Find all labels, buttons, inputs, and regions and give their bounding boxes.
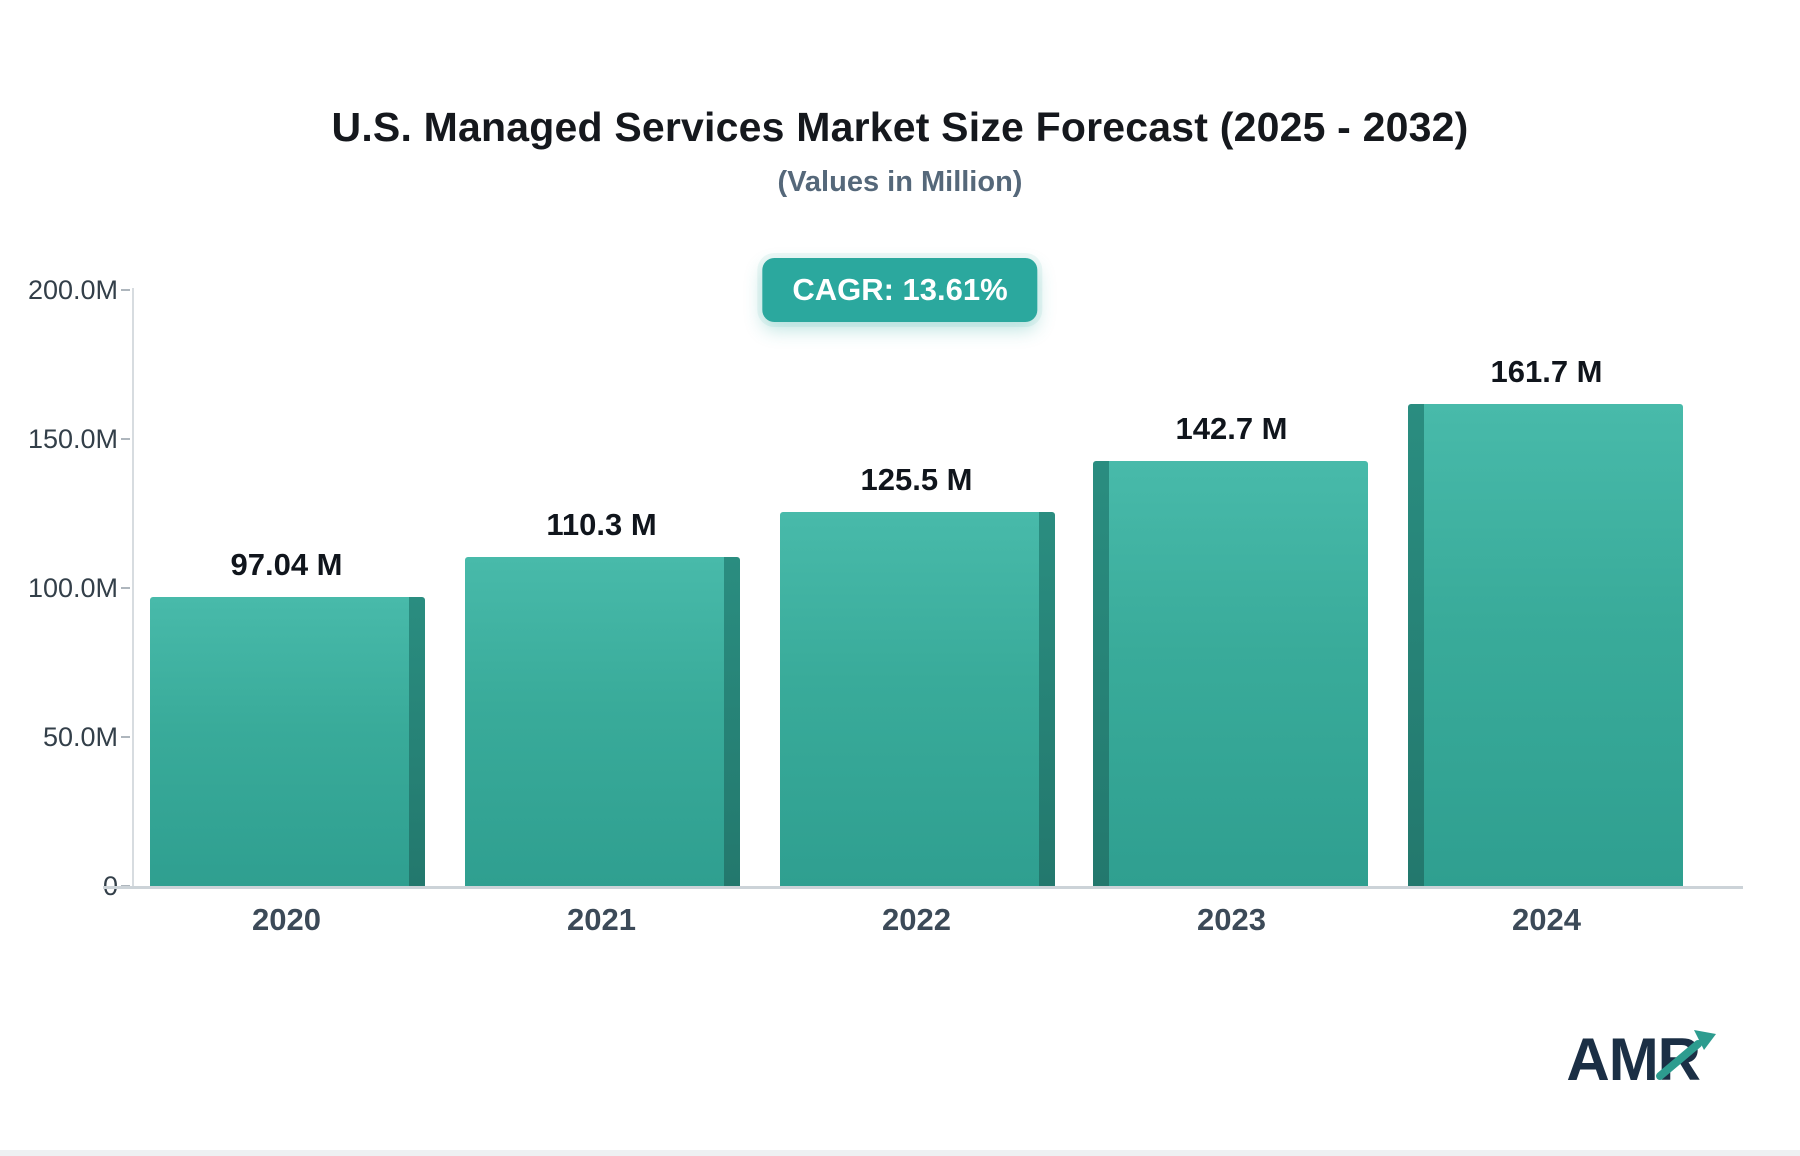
amr-logo: AMR <box>1566 1022 1716 1098</box>
bottom-strip <box>0 1150 1800 1156</box>
x-axis-label-2023: 2023 <box>1197 902 1266 937</box>
bar-rect <box>780 512 1055 886</box>
bar-group-2023: 142.7 M <box>1093 290 1368 886</box>
chart-title: U.S. Managed Services Market Size Foreca… <box>331 104 1469 150</box>
y-axis-label: 50.0M <box>42 722 118 752</box>
bar-rect <box>1408 404 1683 886</box>
bar-group-2021: 110.3 M <box>465 290 740 886</box>
bar-group-2020: 97.04 M <box>150 290 425 886</box>
bar-value-label: 125.5 M <box>860 462 973 497</box>
cagr-badge: CAGR: 13.61% <box>762 258 1038 322</box>
y-tick-mark <box>121 587 130 589</box>
bar-value-label: 161.7 M <box>1490 354 1603 389</box>
y-axis-line <box>132 288 134 888</box>
x-axis-label-2022: 2022 <box>882 902 951 937</box>
x-axis: 2020 2021 2022 2023 2024 <box>0 902 1800 946</box>
plot-area: 97.04 M 110.3 M 125.5 M 142.7 M 161.7 M <box>132 290 1736 886</box>
bar-rect <box>1093 461 1368 886</box>
growth-arrow-icon <box>1656 1030 1716 1080</box>
bar-value-label: 110.3 M <box>546 507 657 542</box>
y-tick-mark <box>121 736 130 738</box>
y-tick-mark <box>121 289 130 291</box>
x-axis-label-2024: 2024 <box>1512 902 1581 937</box>
y-axis-label: 200.0M <box>27 275 118 305</box>
bar-group-2022: 125.5 M <box>780 290 1055 886</box>
bar-value-label: 142.7 M <box>1175 411 1288 446</box>
x-axis-label-2020: 2020 <box>252 902 321 937</box>
y-axis-label: 100.0M <box>27 573 118 603</box>
y-tick-mark <box>121 438 130 440</box>
y-axis-label: 0 <box>6 870 118 902</box>
y-axis-label: 150.0M <box>27 424 118 454</box>
chart-subtitle: (Values in Million) <box>777 166 1023 198</box>
bar-group-2024: 161.7 M <box>1408 290 1683 886</box>
x-axis-baseline <box>103 886 1743 889</box>
x-axis-label-2021: 2021 <box>567 902 636 937</box>
bar-value-label: 97.04 M <box>230 547 343 582</box>
bar-rect <box>150 597 425 886</box>
bar-rect <box>465 557 740 886</box>
